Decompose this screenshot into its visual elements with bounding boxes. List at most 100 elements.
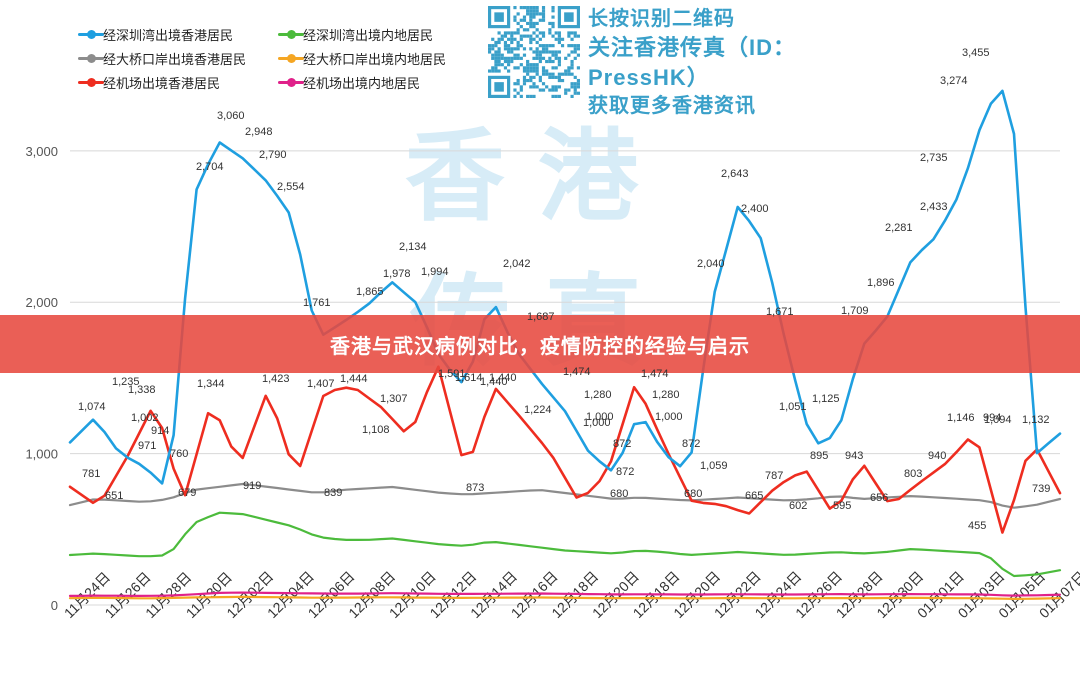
promo-line3: 获取更多香港资讯 (588, 95, 756, 117)
data-label-shenzhenbay-hk: 994 (983, 412, 1002, 424)
data-label-airport-hk: 787 (765, 470, 784, 482)
chart-legend: 经深圳湾出境香港居民 经深圳湾出境内地居民经大桥口岸出境香港居民 经大桥口岸出境内地… (78, 22, 478, 94)
y-axis-tick: 0 (51, 598, 58, 613)
legend-label: 经大桥口岸出境香港居民 (103, 51, 247, 67)
data-label-airport-hk: 1,108 (362, 424, 390, 436)
data-label-airport-hk: 656 (870, 492, 889, 504)
data-label-shenzhenbay-hk: 1,614 (455, 372, 483, 384)
data-label-shenzhenbay-hk: 1,000 (586, 411, 614, 423)
data-label-airport-hk: 680 (684, 488, 703, 500)
data-label-shenzhenbay-hk: 1,132 (1022, 414, 1050, 426)
data-label-shenzhenbay-hk: 872 (613, 438, 632, 450)
legend-item: 经深圳湾出境香港居民 (78, 25, 278, 44)
data-label-airport-hk: 1,146 (947, 412, 975, 424)
data-label-airport-hk: 739 (1032, 483, 1051, 495)
data-label-shenzhenbay-hk: 872 (682, 438, 701, 450)
data-label-shenzhenbay-hk: 1,474 (563, 366, 591, 378)
data-label-airport-hk: 919 (243, 480, 262, 492)
data-label-shenzhenbay-hk: 2,704 (196, 161, 224, 173)
data-label-airport-hk: 595 (833, 500, 852, 512)
data-label-airport-hk: 872 (616, 466, 635, 478)
data-label-shenzhenbay-hk: 760 (170, 448, 189, 460)
data-label-shenzhenbay-hk: 1,125 (812, 393, 840, 405)
series-line (68, 591, 1062, 597)
data-label-airport-hk: 1,444 (340, 373, 368, 385)
legend-label: 经深圳湾出境香港居民 (103, 27, 234, 43)
data-label-shenzhenbay-hk: 914 (151, 425, 170, 437)
data-label-shenzhenbay-hk: 1,280 (652, 389, 680, 401)
series-line (68, 511, 1062, 578)
legend-item: 经大桥口岸出境内地居民 (278, 49, 478, 68)
data-label-shenzhenbay-hk: 3,060 (217, 110, 245, 122)
data-label-airport-hk: 651 (105, 490, 124, 502)
data-label-airport-hk: 943 (845, 450, 864, 462)
data-label-shenzhenbay-hk: 1,074 (78, 401, 106, 413)
data-label-shenzhenbay-hk: 2,948 (245, 126, 273, 138)
data-label-shenzhenbay-hk: 1,051 (779, 401, 807, 413)
data-label-airport-hk: 1,094 (984, 414, 1012, 426)
promo-block: 长按识别二维码 关注香港传真（ID：PressHK） 获取更多香港资讯 (488, 6, 888, 117)
promo-line1: 长按识别二维码 (588, 8, 735, 30)
data-label-shenzhenbay-hk: 3,455 (962, 47, 990, 59)
data-label-airport-hk: 1,059 (700, 460, 728, 472)
headline-banner: 香港与武汉病例对比，疫情防控的经验与启示 (0, 315, 1080, 373)
data-label-airport-hk: 781 (82, 468, 101, 480)
data-label-shenzhenbay-hk: 1,235 (112, 376, 140, 388)
data-label-airport-hk: 1,591 (438, 368, 466, 380)
data-label-shenzhenbay-hk: 2,400 (741, 203, 769, 215)
series-line (68, 365, 1062, 534)
data-label-airport-hk: 1,440 (489, 372, 517, 384)
data-label-airport-hk: 803 (904, 468, 923, 480)
legend-swatch (278, 29, 304, 39)
y-axis-tick: 1,000 (25, 447, 58, 462)
data-label-airport-hk: 1,224 (524, 404, 552, 416)
data-label-shenzhenbay-hk: 1,002 (131, 412, 159, 424)
data-label-shenzhenbay-hk: 2,433 (920, 201, 948, 213)
data-label-shenzhenbay-hk: 2,281 (885, 222, 913, 234)
series-line (68, 595, 1062, 600)
data-label-airport-hk: 680 (610, 488, 629, 500)
data-label-shenzhenbay-hk: 3,274 (940, 75, 968, 87)
data-label-airport-hk: 895 (810, 450, 829, 462)
legend-item: 经机场出境内地居民 (278, 73, 478, 92)
data-label-airport-hk: 839 (324, 487, 343, 499)
data-label-shenzhenbay-hk: 1,440 (480, 376, 508, 388)
data-label-airport-hk: 1,423 (262, 373, 290, 385)
legend-swatch (78, 77, 104, 87)
series-line (68, 482, 1062, 509)
qr-code-icon (488, 6, 580, 98)
legend-swatch (78, 29, 104, 39)
data-label-airport-hk: 971 (138, 440, 157, 452)
data-label-shenzhenbay-hk: 1,671 (766, 306, 794, 318)
legend-label: 经深圳湾出境内地居民 (303, 27, 434, 43)
data-label-airport-hk: 1,474 (641, 368, 669, 380)
data-label-shenzhenbay-hk: 1,280 (584, 389, 612, 401)
y-axis-tick: 3,000 (25, 144, 58, 159)
data-label-shenzhenbay-hk: 1,687 (527, 311, 555, 323)
data-label-airport-hk: 1,307 (380, 393, 408, 405)
y-axis-tick: 2,000 (25, 295, 58, 310)
data-label-shenzhenbay-hk: 1,994 (421, 266, 449, 278)
data-label-shenzhenbay-hk: 1,896 (867, 277, 895, 289)
data-label-airport-hk: 873 (466, 482, 485, 494)
data-label-airport-hk: 1,000 (583, 417, 611, 429)
data-label-shenzhenbay-hk: 1,709 (841, 305, 869, 317)
data-label-airport-hk: 455 (968, 520, 987, 532)
data-label-airport-hk: 679 (178, 487, 197, 499)
data-label-shenzhenbay-hk: 1,761 (303, 297, 331, 309)
legend-label: 经大桥口岸出境内地居民 (303, 51, 447, 67)
data-label-shenzhenbay-hk: 2,735 (920, 152, 948, 164)
series-line (68, 89, 1062, 485)
legend-item: 经深圳湾出境内地居民 (278, 25, 478, 44)
data-label-airport-hk: 665 (745, 490, 764, 502)
data-label-shenzhenbay-hk: 1,978 (383, 268, 411, 280)
data-label-airport-hk: 1,344 (197, 378, 225, 390)
data-label-airport-hk: 1,338 (128, 384, 156, 396)
legend-label: 经机场出境香港居民 (103, 75, 221, 91)
data-label-shenzhenbay-hk: 2,554 (277, 181, 305, 193)
legend-swatch (278, 77, 304, 87)
data-label-airport-hk: 940 (928, 450, 947, 462)
data-label-shenzhenbay-hk: 2,042 (503, 258, 531, 270)
